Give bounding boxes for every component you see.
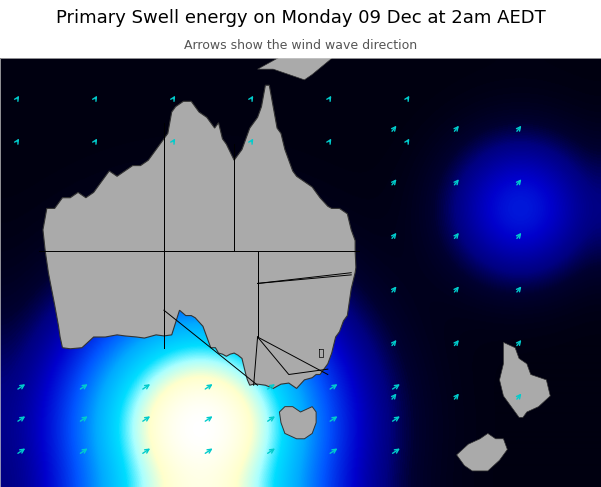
Polygon shape <box>43 85 356 389</box>
Polygon shape <box>499 342 551 417</box>
Polygon shape <box>279 407 316 439</box>
Polygon shape <box>258 32 343 80</box>
Text: Primary Swell energy on Monday 09 Dec at 2am AEDT: Primary Swell energy on Monday 09 Dec at… <box>56 9 545 27</box>
Text: Arrows show the wind wave direction: Arrows show the wind wave direction <box>184 39 417 52</box>
Polygon shape <box>457 433 507 471</box>
